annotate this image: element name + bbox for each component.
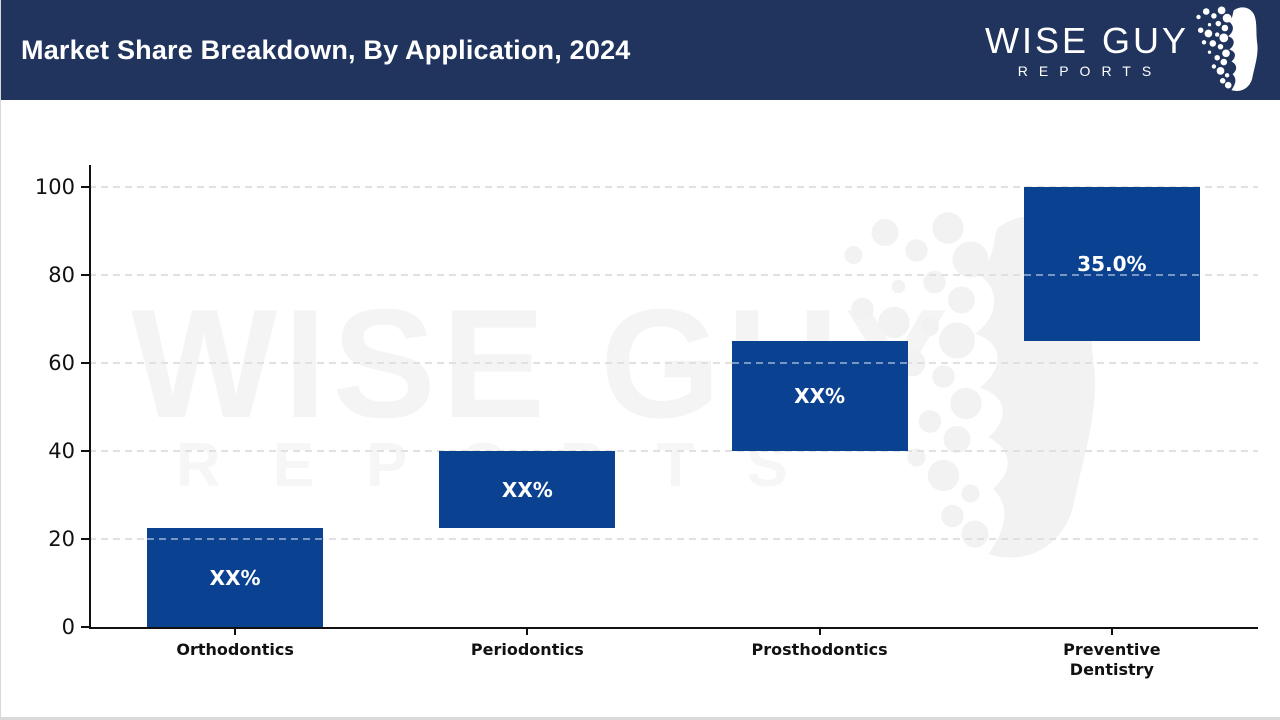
x-axis-tick: [1110, 627, 1113, 635]
waterfall-chart: WISE GUY REPORTS 020406080100XX%Orthodon…: [1, 100, 1280, 717]
bar-value-label: XX%: [209, 565, 261, 590]
x-tick-label: Periodontics: [470, 640, 584, 659]
y-axis-tick: [81, 450, 89, 452]
bar-gridline-overlay: [731, 362, 908, 364]
x-tick-label: Prosthodontics: [751, 640, 888, 659]
gridline: [89, 362, 1258, 364]
bar-gridline-overlay: [147, 538, 324, 540]
y-axis: [89, 165, 91, 629]
logo-face-icon: [1196, 6, 1258, 91]
bar: 35.0%: [1023, 187, 1200, 341]
wise-guy-reports-logo: WISE GUY REPORTS: [985, 0, 1259, 100]
x-axis-tick: [818, 627, 821, 635]
y-tick-label: 100: [34, 175, 75, 199]
y-axis-tick: [81, 538, 89, 540]
y-tick-label: 40: [48, 439, 75, 463]
header-banner: Market Share Breakdown, By Application, …: [1, 0, 1280, 100]
y-tick-label: 20: [48, 527, 75, 551]
x-tick-label: Preventive Dentistry: [1063, 640, 1161, 679]
x-axis-tick: [526, 627, 529, 635]
y-axis-tick: [81, 626, 89, 628]
bar: XX%: [147, 528, 324, 627]
gridline: [89, 450, 1258, 452]
bar-value-label: XX%: [501, 477, 553, 502]
logo-subtitle: REPORTS: [1017, 62, 1163, 79]
gridline: [89, 186, 1258, 188]
gridline: [89, 538, 1258, 540]
bar-gridline-overlay: [1023, 274, 1200, 276]
bar: XX%: [731, 341, 908, 451]
x-axis-tick: [234, 627, 237, 635]
logo-text: WISE GUY REPORTS: [984, 19, 1189, 79]
bar: XX%: [439, 451, 616, 528]
page-title: Market Share Breakdown, By Application, …: [21, 34, 631, 65]
y-axis-tick: [81, 274, 89, 276]
gridline: [89, 274, 1258, 276]
y-axis-tick: [81, 186, 89, 188]
y-tick-label: 60: [48, 351, 75, 375]
bar-value-label: 35.0%: [1077, 252, 1147, 276]
y-tick-label: 80: [48, 263, 75, 287]
y-axis-tick: [81, 362, 89, 364]
logo-wordmark: WISE GUY: [984, 19, 1189, 61]
x-axis: [89, 627, 1258, 629]
bar-value-label: XX%: [794, 384, 846, 408]
y-tick-label: 0: [61, 615, 75, 639]
x-tick-label: Orthodontics: [176, 640, 294, 659]
